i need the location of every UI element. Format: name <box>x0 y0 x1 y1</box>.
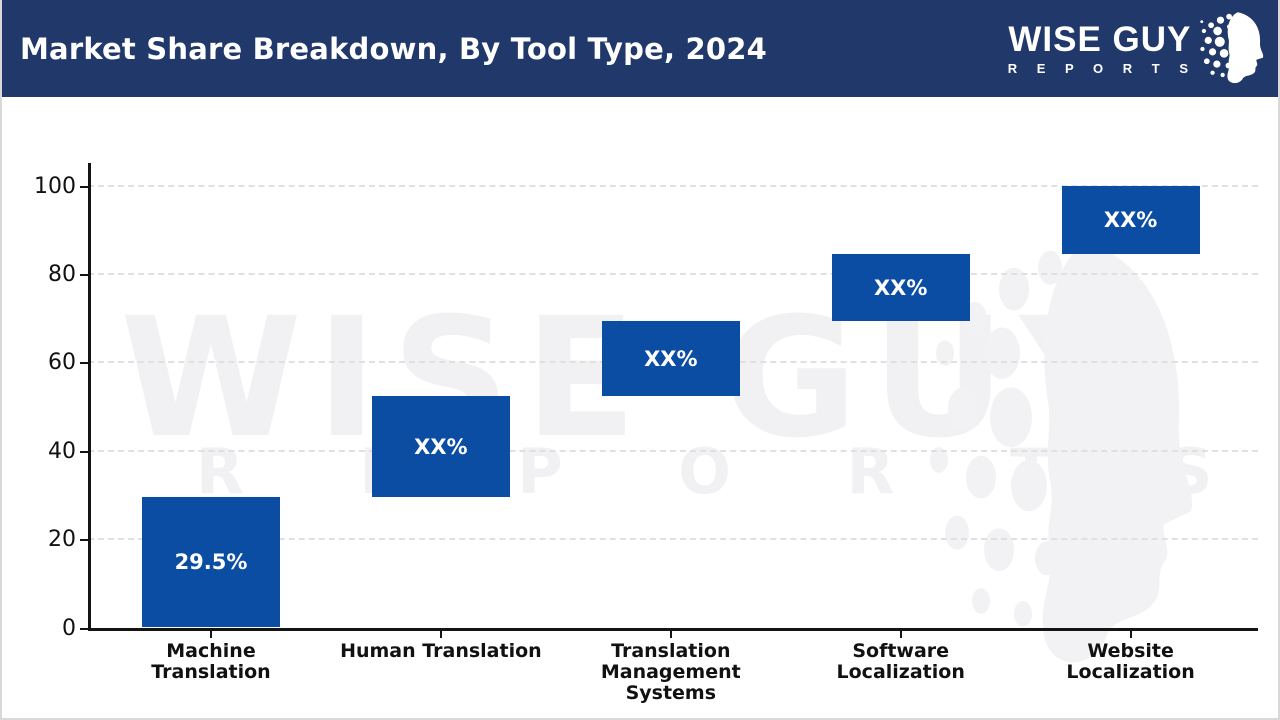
x-tick-translation-management-systems <box>669 630 672 638</box>
chart-title: Market Share Breakdown, By Tool Type, 20… <box>20 31 768 66</box>
bar-value-label-translation-management-systems: XX% <box>644 346 698 371</box>
chart-area: WISE GUY R E P O R T S 0 20 40 60 80 100 29.5%… <box>0 97 1280 720</box>
bar-translation-management-systems: XX% <box>601 321 740 397</box>
y-tick-20 <box>80 539 88 542</box>
y-tick-60 <box>80 362 88 365</box>
x-category-label-human-translation: Human Translation <box>340 640 542 662</box>
gridline-40 <box>88 449 1258 452</box>
y-tick-label-20: 20 <box>48 527 76 553</box>
x-category-label-website-localization: Website Localization <box>1066 640 1195 683</box>
y-tick-100 <box>80 185 88 188</box>
x-tick-website-localization <box>1129 630 1132 638</box>
y-tick-label-0: 0 <box>62 615 76 641</box>
bar-value-label-human-translation: XX% <box>414 434 468 459</box>
watermark-face-icon <box>930 242 1193 663</box>
logo-face-icon <box>1200 12 1264 84</box>
y-tick-label-40: 40 <box>48 438 76 464</box>
header-banner: Market Share Breakdown, By Tool Type, 20… <box>0 0 1280 97</box>
bar-value-label-website-localization: XX% <box>1103 207 1158 232</box>
x-category-label-machine-translation: Machine Translation <box>151 640 271 683</box>
x-axis-spine <box>88 627 1258 631</box>
logo-wordmark-line2: R E P O R T S <box>1007 61 1196 76</box>
y-axis-spine <box>88 163 91 631</box>
gridline-80 <box>88 272 1258 275</box>
y-tick-label-100: 100 <box>34 173 76 199</box>
y-tick-40 <box>80 450 88 453</box>
y-tick-label-60: 60 <box>48 350 76 376</box>
y-tick-80 <box>80 273 88 276</box>
bar-website-localization: XX% <box>1061 185 1200 255</box>
y-tick-0 <box>80 627 88 630</box>
bar-machine-translation: 29.5% <box>142 497 280 628</box>
bar-human-translation: XX% <box>371 396 510 498</box>
gridline-100 <box>88 184 1258 187</box>
bar-value-label-software-localization: XX% <box>873 275 928 300</box>
bar-value-label-machine-translation: 29.5% <box>174 550 248 575</box>
wise-guy-logo: WISE GUY R E P O R T S <box>1008 4 1268 94</box>
bar-software-localization: XX% <box>831 254 970 322</box>
x-tick-software-localization <box>899 630 902 638</box>
logo-wordmark: WISE GUY R E P O R T S <box>1004 20 1196 77</box>
x-tick-human-translation <box>439 630 442 638</box>
gridline-20 <box>88 538 1258 541</box>
plot-region: 0 20 40 60 80 100 29.5% Machine Translation XX% H… <box>0 97 1280 720</box>
x-category-label-translation-management-systems: Translation Management Systems <box>600 640 741 704</box>
x-category-label-software-localization: Software Localization <box>836 640 965 683</box>
y-tick-label-80: 80 <box>48 261 76 287</box>
logo-wordmark-line1: WISE GUY <box>1008 20 1192 59</box>
x-tick-machine-translation <box>210 630 212 638</box>
